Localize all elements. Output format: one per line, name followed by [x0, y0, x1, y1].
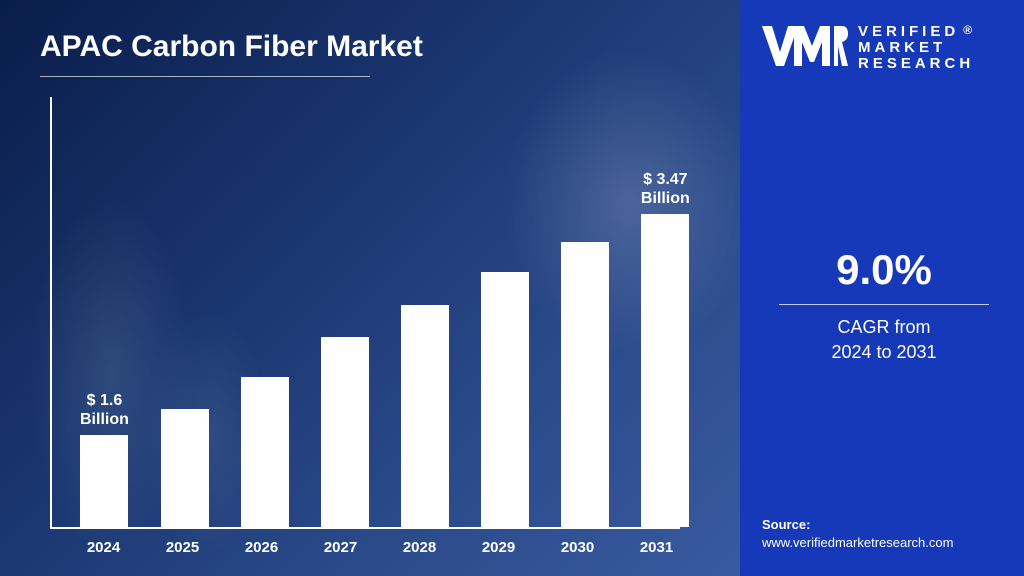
brand-text: VERIFIED ® MARKET RESEARCH — [858, 24, 976, 71]
source-label: Source: — [762, 516, 953, 534]
cagr-caption: CAGR from 2024 to 2031 — [762, 315, 1006, 364]
bar-2025 — [161, 409, 209, 527]
x-tick: 2024 — [80, 539, 127, 556]
bar-rect — [80, 435, 128, 527]
source-url: www.verifiedmarketresearch.com — [762, 534, 953, 552]
brand-line2: MARKET — [858, 40, 976, 56]
cagr-value: 9.0% — [762, 246, 1006, 294]
page-title: APAC Carbon Fiber Market — [40, 30, 700, 64]
value-line2: Billion — [641, 190, 690, 207]
registered-icon: ® — [963, 23, 976, 37]
x-tick: 2026 — [238, 539, 285, 556]
x-tick: 2030 — [554, 539, 601, 556]
brand-line1: VERIFIED ® — [858, 24, 976, 40]
bar-rect — [161, 409, 209, 527]
bar-2031: $ 3.47 Billion — [641, 170, 690, 527]
bar-rect — [561, 242, 609, 527]
x-tick: 2027 — [317, 539, 364, 556]
cagr-divider — [779, 304, 989, 305]
bar-rect — [321, 337, 369, 527]
bar-2030 — [561, 242, 609, 527]
x-tick: 2028 — [396, 539, 443, 556]
bar-2024: $ 1.6 Billion — [80, 391, 129, 527]
brand-word: VERIFIED — [858, 23, 959, 40]
x-tick: 2031 — [633, 539, 680, 556]
source-citation: Source: www.verifiedmarketresearch.com — [762, 516, 953, 552]
brand-logo: VERIFIED ® MARKET RESEARCH — [762, 22, 1006, 71]
bar-2028 — [401, 305, 449, 527]
x-axis-labels: 2024 2025 2026 2027 2028 2029 2030 2031 — [40, 529, 700, 556]
vmr-logo-icon — [762, 22, 848, 70]
bar-2027 — [321, 337, 369, 527]
value-line2: Billion — [80, 411, 129, 428]
bar-value-label: $ 1.6 Billion — [80, 391, 129, 429]
cagr-block: 9.0% CAGR from 2024 to 2031 — [762, 246, 1006, 364]
x-tick: 2029 — [475, 539, 522, 556]
bar-chart: $ 1.6 Billion — [40, 77, 700, 529]
bar-rect — [481, 272, 529, 527]
bar-2029 — [481, 272, 529, 527]
value-line1: $ 3.47 — [643, 171, 687, 188]
value-line1: $ 1.6 — [87, 392, 123, 409]
left-panel: APAC Carbon Fiber Market $ 1.6 Billion — [0, 0, 740, 576]
cagr-caption-line2: 2024 to 2031 — [831, 342, 936, 362]
brand-line3: RESEARCH — [858, 56, 976, 72]
right-panel: VERIFIED ® MARKET RESEARCH 9.0% CAGR from… — [740, 0, 1024, 576]
chart-plot-area: $ 1.6 Billion — [50, 97, 680, 529]
bar-rect — [401, 305, 449, 527]
bar-value-label: $ 3.47 Billion — [641, 170, 690, 208]
x-tick: 2025 — [159, 539, 206, 556]
bar-rect — [241, 377, 289, 527]
bar-2026 — [241, 377, 289, 527]
cagr-caption-line1: CAGR from — [837, 317, 930, 337]
bar-rect — [641, 214, 689, 527]
